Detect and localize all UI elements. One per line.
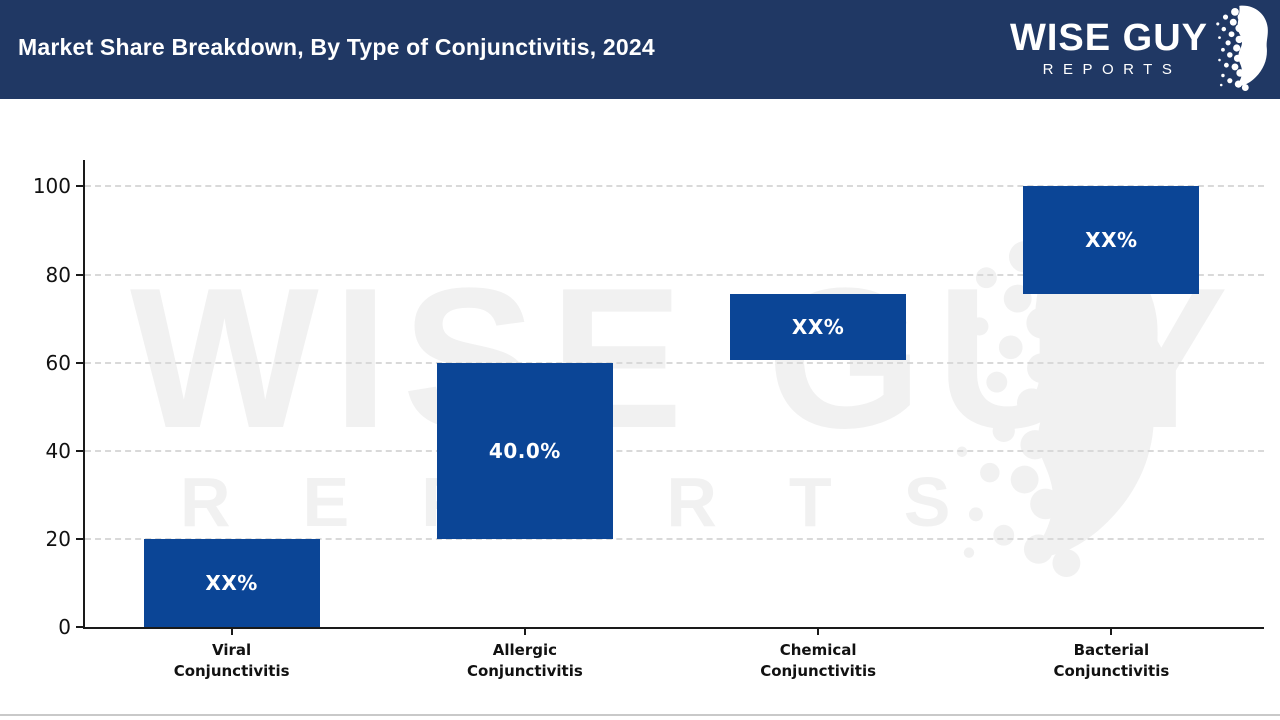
gridline: [85, 449, 1264, 452]
y-axis-line: [83, 160, 85, 629]
bar-segment: 40.0%: [436, 362, 613, 539]
y-tick-mark: [76, 185, 85, 188]
x-category-label: Bacterial Conjunctivitis: [965, 640, 1258, 682]
y-tick-label: 20: [45, 526, 71, 551]
header-bar: Market Share Breakdown, By Type of Conju…: [0, 0, 1280, 99]
y-tick-label: 0: [58, 615, 71, 639]
wiseguy-head-icon: [1210, 5, 1272, 91]
x-category-line: Conjunctivitis: [466, 662, 583, 680]
gridline: [85, 537, 1264, 540]
y-tick-mark: [76, 361, 85, 364]
y-tick-label: 60: [45, 350, 71, 375]
bar-segment: XX%: [143, 538, 320, 627]
bar-value-label: XX%: [791, 315, 845, 340]
y-tick-mark: [76, 626, 85, 628]
bar-value-label: XX%: [205, 570, 258, 595]
x-category-line: Chemical: [779, 641, 857, 659]
y-tick-label: 40: [45, 438, 71, 463]
wiseguy-logo: WISE GUY REPORTS: [1010, 5, 1272, 91]
plot-area: 0 20 40 60 80 100 XX% Viral Conjunctivitis 40.0% A…: [33, 160, 1264, 680]
y-tick-label: 100: [32, 174, 71, 199]
logo-wordmark: WISE GUY: [1009, 17, 1208, 60]
logo-subtitle: REPORTS: [1042, 60, 1182, 78]
y-tick-mark: [76, 449, 85, 452]
x-tick-mark: [523, 627, 526, 635]
gridline: [85, 273, 1264, 276]
x-category-line: Bacterial: [1073, 641, 1150, 659]
bar-segment: XX%: [730, 294, 907, 361]
x-tick-mark: [230, 627, 233, 635]
bar-value-label: 40.0%: [488, 438, 561, 463]
x-tick-mark: [817, 627, 820, 635]
y-tick-label: 80: [45, 262, 71, 287]
x-category-line: Conjunctivitis: [1053, 662, 1170, 680]
bottom-divider: [0, 714, 1280, 716]
x-category-line: Allergic: [492, 641, 557, 659]
x-category-line: Conjunctivitis: [760, 662, 877, 680]
x-category-label: Chemical Conjunctivitis: [672, 640, 965, 682]
x-tick-mark: [1110, 627, 1113, 635]
logo-text: WISE GUY REPORTS: [1009, 17, 1208, 78]
x-category-line: Viral: [212, 641, 252, 659]
x-axis-line: [83, 627, 1264, 629]
gridline: [85, 361, 1264, 364]
x-category-line: Conjunctivitis: [173, 662, 290, 680]
chart-title: Market Share Breakdown, By Type of Conju…: [18, 34, 655, 60]
x-category-label: Viral Conjunctivitis: [85, 640, 378, 682]
y-tick-mark: [76, 537, 85, 540]
bar-value-label: XX%: [1085, 228, 1138, 253]
gridline: [85, 185, 1264, 188]
y-tick-mark: [76, 273, 85, 276]
chart-area: WISE GUY REPORTS 020406080100XX%ViralCon…: [0, 99, 1280, 720]
x-category-label: Allergic Conjunctivitis: [378, 640, 671, 682]
bar-segment: XX%: [1023, 186, 1200, 295]
